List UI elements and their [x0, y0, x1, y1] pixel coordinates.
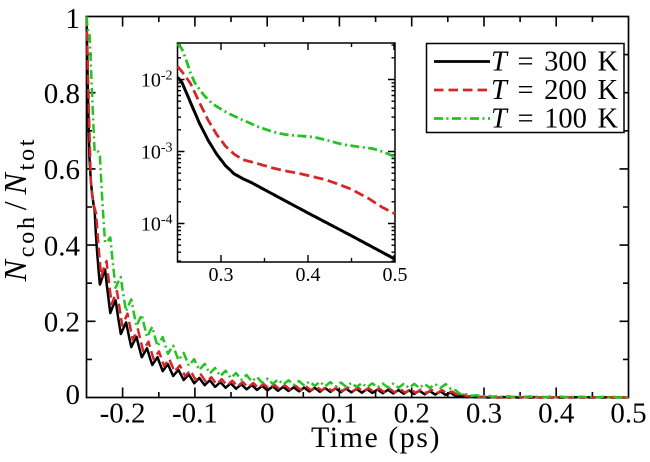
svg-text:Time (ps): Time (ps)	[311, 421, 441, 454]
svg-text:0.4: 0.4	[44, 230, 81, 262]
svg-text:Ncoh/Ntot: Ncoh/Ntot	[0, 137, 40, 283]
svg-text:0.4: 0.4	[538, 398, 575, 430]
svg-text:0.2: 0.2	[394, 398, 430, 430]
svg-text:-0.1: -0.1	[172, 398, 218, 430]
svg-text:0.5: 0.5	[383, 264, 408, 286]
svg-text:T = 300 K: T = 300 K	[491, 47, 619, 78]
svg-text:T = 100 K: T = 100 K	[491, 104, 619, 135]
svg-text:1: 1	[66, 3, 81, 35]
svg-text:0.5: 0.5	[610, 398, 646, 430]
svg-text:-0.2: -0.2	[100, 398, 146, 430]
svg-text:0.3: 0.3	[209, 264, 234, 286]
svg-text:0.3: 0.3	[466, 398, 502, 430]
svg-text:0.6: 0.6	[44, 154, 80, 186]
svg-text:0: 0	[66, 379, 81, 411]
svg-text:0.2: 0.2	[44, 307, 80, 339]
svg-text:0: 0	[260, 398, 275, 430]
svg-text:0.8: 0.8	[44, 78, 80, 110]
svg-text:0.1: 0.1	[321, 398, 357, 430]
svg-text:0.4: 0.4	[296, 264, 321, 286]
svg-text:T = 200 K: T = 200 K	[491, 75, 619, 106]
